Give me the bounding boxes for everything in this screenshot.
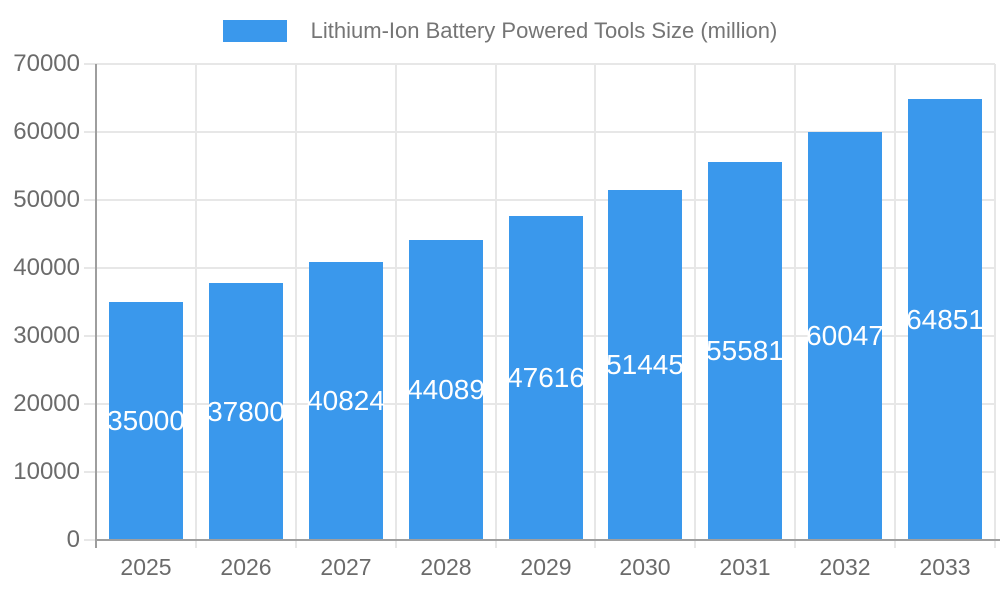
x-tick-label: 2028 (420, 554, 472, 580)
y-tick (84, 335, 96, 337)
x-gridline (494, 64, 497, 548)
bar-2025[interactable] (109, 302, 183, 540)
y-tick-label: 30000 (13, 322, 80, 349)
bar-value-label: 60047 (806, 320, 884, 351)
y-axis-line (95, 64, 97, 548)
y-tick (84, 539, 96, 541)
bar-2032[interactable] (808, 132, 882, 540)
y-gridline (96, 131, 995, 133)
x-gridline (694, 64, 697, 548)
x-gridline (394, 64, 397, 548)
bar-value-label: 35000 (107, 405, 185, 436)
y-tick-label: 60000 (13, 118, 80, 145)
y-tick (84, 403, 96, 405)
bar-2029[interactable] (509, 216, 583, 540)
x-tick-label: 2031 (719, 554, 771, 580)
y-tick-label: 20000 (13, 390, 80, 417)
bar-value-label: 40824 (307, 385, 385, 416)
bar-value-label: 51445 (606, 349, 684, 380)
x-tick-label: 2030 (619, 554, 671, 580)
bar-value-label: 64851 (906, 304, 984, 335)
bar-2028[interactable] (409, 240, 483, 540)
x-tick-label: 2032 (819, 554, 871, 580)
bar-value-label: 37800 (207, 396, 285, 427)
bar-2030[interactable] (608, 190, 682, 540)
y-tick (84, 131, 96, 133)
x-gridline (594, 64, 597, 548)
x-gridline (294, 64, 297, 548)
legend[interactable]: Lithium-Ion Battery Powered Tools Size (… (0, 13, 1000, 49)
x-tick-label: 2033 (919, 554, 971, 580)
y-tick-label: 40000 (13, 254, 80, 281)
y-tick-label: 0 (66, 526, 80, 553)
legend-swatch-icon (222, 20, 287, 42)
x-tick-label: 2029 (520, 554, 572, 580)
y-tick (84, 199, 96, 201)
x-tick-label: 2027 (320, 554, 372, 580)
y-tick-label: 50000 (13, 186, 80, 213)
x-gridline (194, 64, 197, 548)
y-gridline (96, 199, 995, 201)
bar-2031[interactable] (708, 162, 782, 540)
x-axis-line (95, 539, 1000, 541)
bar-value-label: 47616 (507, 362, 585, 393)
y-tick-label: 10000 (13, 458, 80, 485)
x-gridline (794, 64, 797, 548)
x-gridline (994, 64, 996, 548)
x-tick-label: 2025 (120, 554, 172, 580)
bar-value-label: 55581 (706, 335, 784, 366)
y-tick-label: 70000 (13, 50, 80, 77)
bar-2027[interactable] (309, 262, 383, 540)
bar-2026[interactable] (209, 283, 283, 540)
bar-2033[interactable] (908, 99, 982, 540)
y-tick (84, 63, 96, 65)
y-tick (84, 471, 96, 473)
x-gridline (894, 64, 897, 548)
x-tick-label: 2026 (220, 554, 272, 580)
y-gridline (96, 63, 995, 65)
bar-value-label: 44089 (407, 374, 485, 405)
legend-label: Lithium-Ion Battery Powered Tools Size (… (310, 18, 778, 43)
y-tick (84, 267, 96, 269)
